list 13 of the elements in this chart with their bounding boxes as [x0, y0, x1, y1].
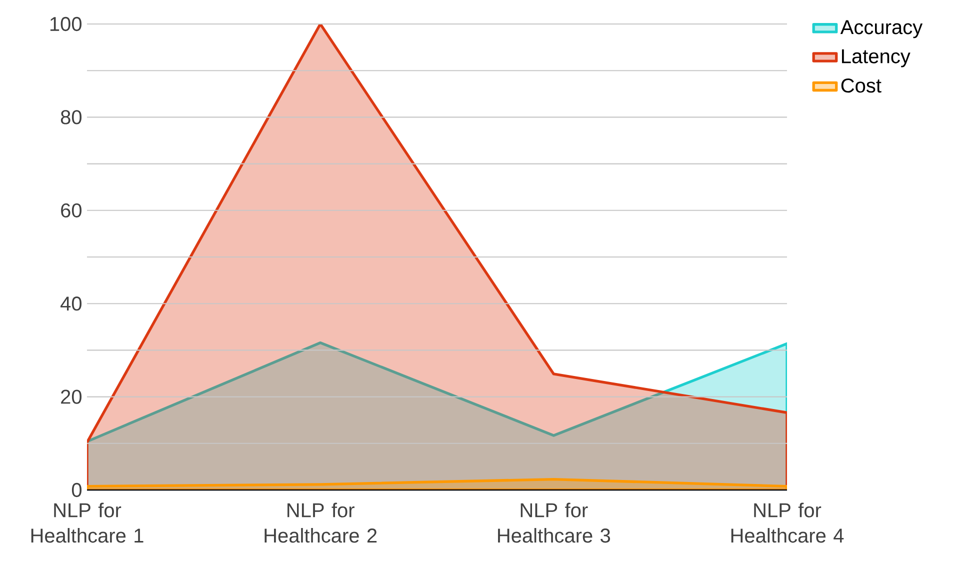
- x-tick-label: NLP for Healthcare 4: [731, 502, 844, 543]
- legend-label: Accuracy: [840, 20, 923, 38]
- y-tick-label: 20: [61, 390, 82, 404]
- y-tick-label: 80: [60, 110, 82, 124]
- y-tick-label: 40: [60, 296, 82, 311]
- x-tick-label: NLP for Healthcare 2: [264, 502, 377, 543]
- x-tick-label: NLP for Healthcare 3: [498, 502, 610, 543]
- legend-label: Cost: [841, 78, 882, 93]
- x-tick-label: NLP for Healthcare 1: [31, 502, 144, 543]
- y-tick-label: 100: [50, 16, 82, 32]
- y-tick-label: 0: [72, 482, 82, 498]
- y-tick-label: 60: [61, 203, 82, 218]
- legend-label: Latency: [842, 49, 910, 68]
